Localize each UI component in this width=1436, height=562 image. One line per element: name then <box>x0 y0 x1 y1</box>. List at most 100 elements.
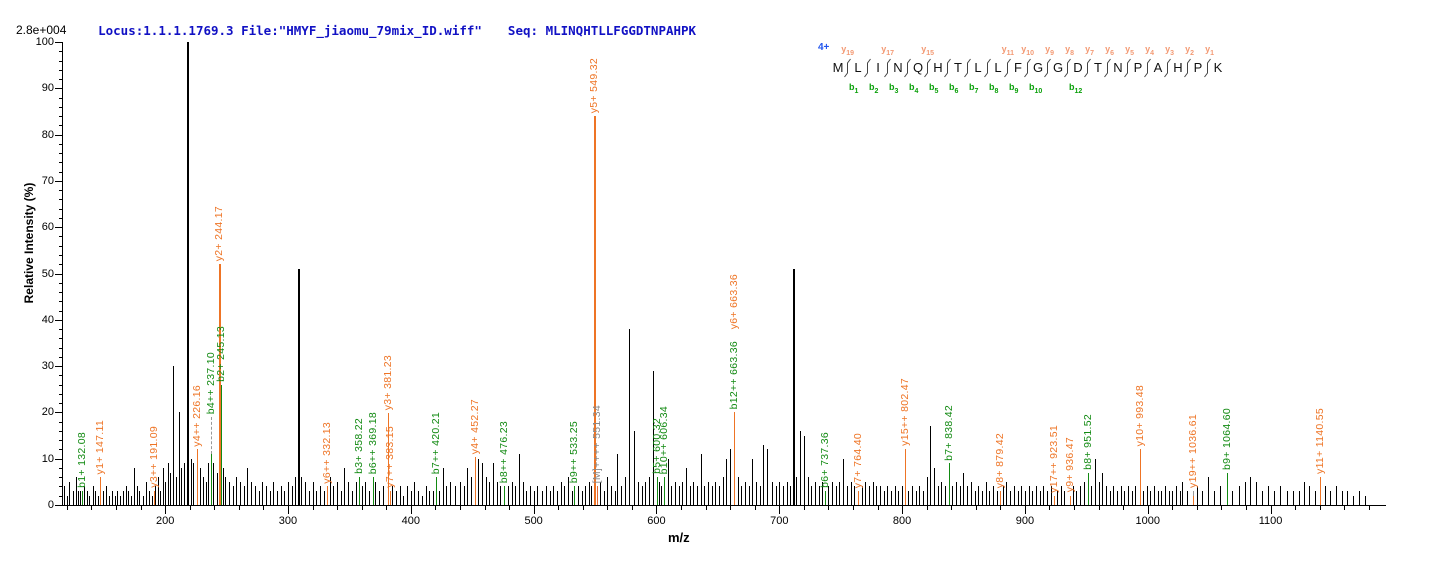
label-leader-line <box>210 417 212 455</box>
peak <box>1002 486 1004 505</box>
x-tick <box>533 506 535 514</box>
x-tick <box>1074 506 1076 510</box>
peak <box>170 472 172 505</box>
b-ion-label: b4 <box>909 82 919 95</box>
y-ion-label: y9 <box>1045 44 1054 57</box>
fragment-divider-mark <box>1204 58 1212 83</box>
peak <box>959 486 961 505</box>
y-tick <box>55 134 62 136</box>
peak <box>199 467 201 505</box>
peak <box>459 481 461 505</box>
peak <box>382 486 384 505</box>
peak <box>887 486 889 505</box>
x-tick <box>1245 506 1247 510</box>
x-tick <box>558 506 560 510</box>
peak <box>80 491 82 505</box>
residue-letter: T <box>954 60 962 75</box>
peak <box>1238 486 1240 505</box>
peak <box>1013 486 1015 505</box>
peak <box>599 481 601 505</box>
label-leader-line <box>387 412 389 431</box>
x-axis-title: m/z <box>668 530 690 545</box>
peak <box>1365 495 1367 505</box>
x-tick <box>1024 506 1026 514</box>
peak <box>1187 491 1189 505</box>
y-tick <box>59 79 62 81</box>
y-tick-label: 30 <box>41 360 54 373</box>
peak <box>254 486 256 505</box>
peak <box>1028 486 1030 505</box>
ion-peak <box>219 264 222 505</box>
peak <box>658 481 660 505</box>
peak <box>868 486 870 505</box>
peak <box>1105 486 1107 505</box>
fragment-divider-mark <box>924 58 932 83</box>
peak-label: b2+ 245.13 <box>214 325 227 382</box>
peak <box>1091 486 1093 505</box>
peak <box>730 449 732 505</box>
fragment-divider-mark <box>1064 58 1072 83</box>
peak <box>704 486 706 505</box>
sequence-text: MLINQHTLLFGGDTNPAHPK <box>545 23 697 38</box>
peak <box>77 491 79 505</box>
peak <box>297 268 300 505</box>
peak <box>312 481 314 505</box>
b-ion-label: b6 <box>949 82 959 95</box>
peak <box>160 491 162 505</box>
peak <box>719 486 721 505</box>
peak <box>865 481 867 505</box>
y-tick <box>59 356 62 358</box>
residue-letter: F <box>1014 60 1022 75</box>
ion-peak <box>210 454 212 505</box>
peak <box>108 495 110 505</box>
y-tick <box>59 143 62 145</box>
peak <box>790 486 792 505</box>
peak <box>442 467 444 505</box>
peak <box>1255 481 1257 505</box>
peak <box>638 481 640 505</box>
peak <box>269 491 271 505</box>
peak <box>64 486 66 505</box>
peak <box>796 477 798 505</box>
peak <box>846 486 848 505</box>
peak <box>1109 491 1111 505</box>
peak <box>1150 491 1152 505</box>
peak <box>779 481 781 505</box>
peak-label: y4+ 452.27 <box>469 399 481 455</box>
y-tick-label: 40 <box>41 313 54 326</box>
peak <box>1261 491 1263 505</box>
x-tick <box>975 506 977 510</box>
x-tick-label: 500 <box>524 515 543 527</box>
x-tick-label: 700 <box>770 515 789 527</box>
y-tick <box>59 449 62 451</box>
peak <box>1352 495 1354 505</box>
residue-letter: A <box>1153 60 1163 75</box>
peak-label: y2+ 244.17 <box>213 205 226 262</box>
peak <box>553 486 555 505</box>
y-tick <box>59 125 62 127</box>
peak <box>1274 491 1276 505</box>
peak <box>86 491 88 505</box>
peak <box>151 495 153 505</box>
peak <box>114 495 116 505</box>
fragment-divider-mark <box>1124 58 1132 83</box>
x-tick <box>951 506 953 510</box>
peak <box>102 491 104 505</box>
peak-label: b7+ 838.42 <box>943 404 956 461</box>
fragment-divider-mark <box>1104 58 1112 83</box>
fragment-divider-mark <box>1164 58 1172 83</box>
peak <box>748 486 750 505</box>
peak <box>1292 491 1294 505</box>
ion-peak <box>359 477 361 505</box>
y-tick <box>59 171 62 173</box>
peak <box>1232 491 1234 505</box>
peak <box>157 477 159 505</box>
x-tick <box>828 506 830 510</box>
peak <box>726 458 728 505</box>
peak <box>1056 491 1058 505</box>
peak <box>305 481 307 505</box>
y-ion-label: y17 <box>881 44 894 57</box>
peak <box>985 481 987 505</box>
peak-label: y17++ 923.51 <box>1047 424 1060 493</box>
